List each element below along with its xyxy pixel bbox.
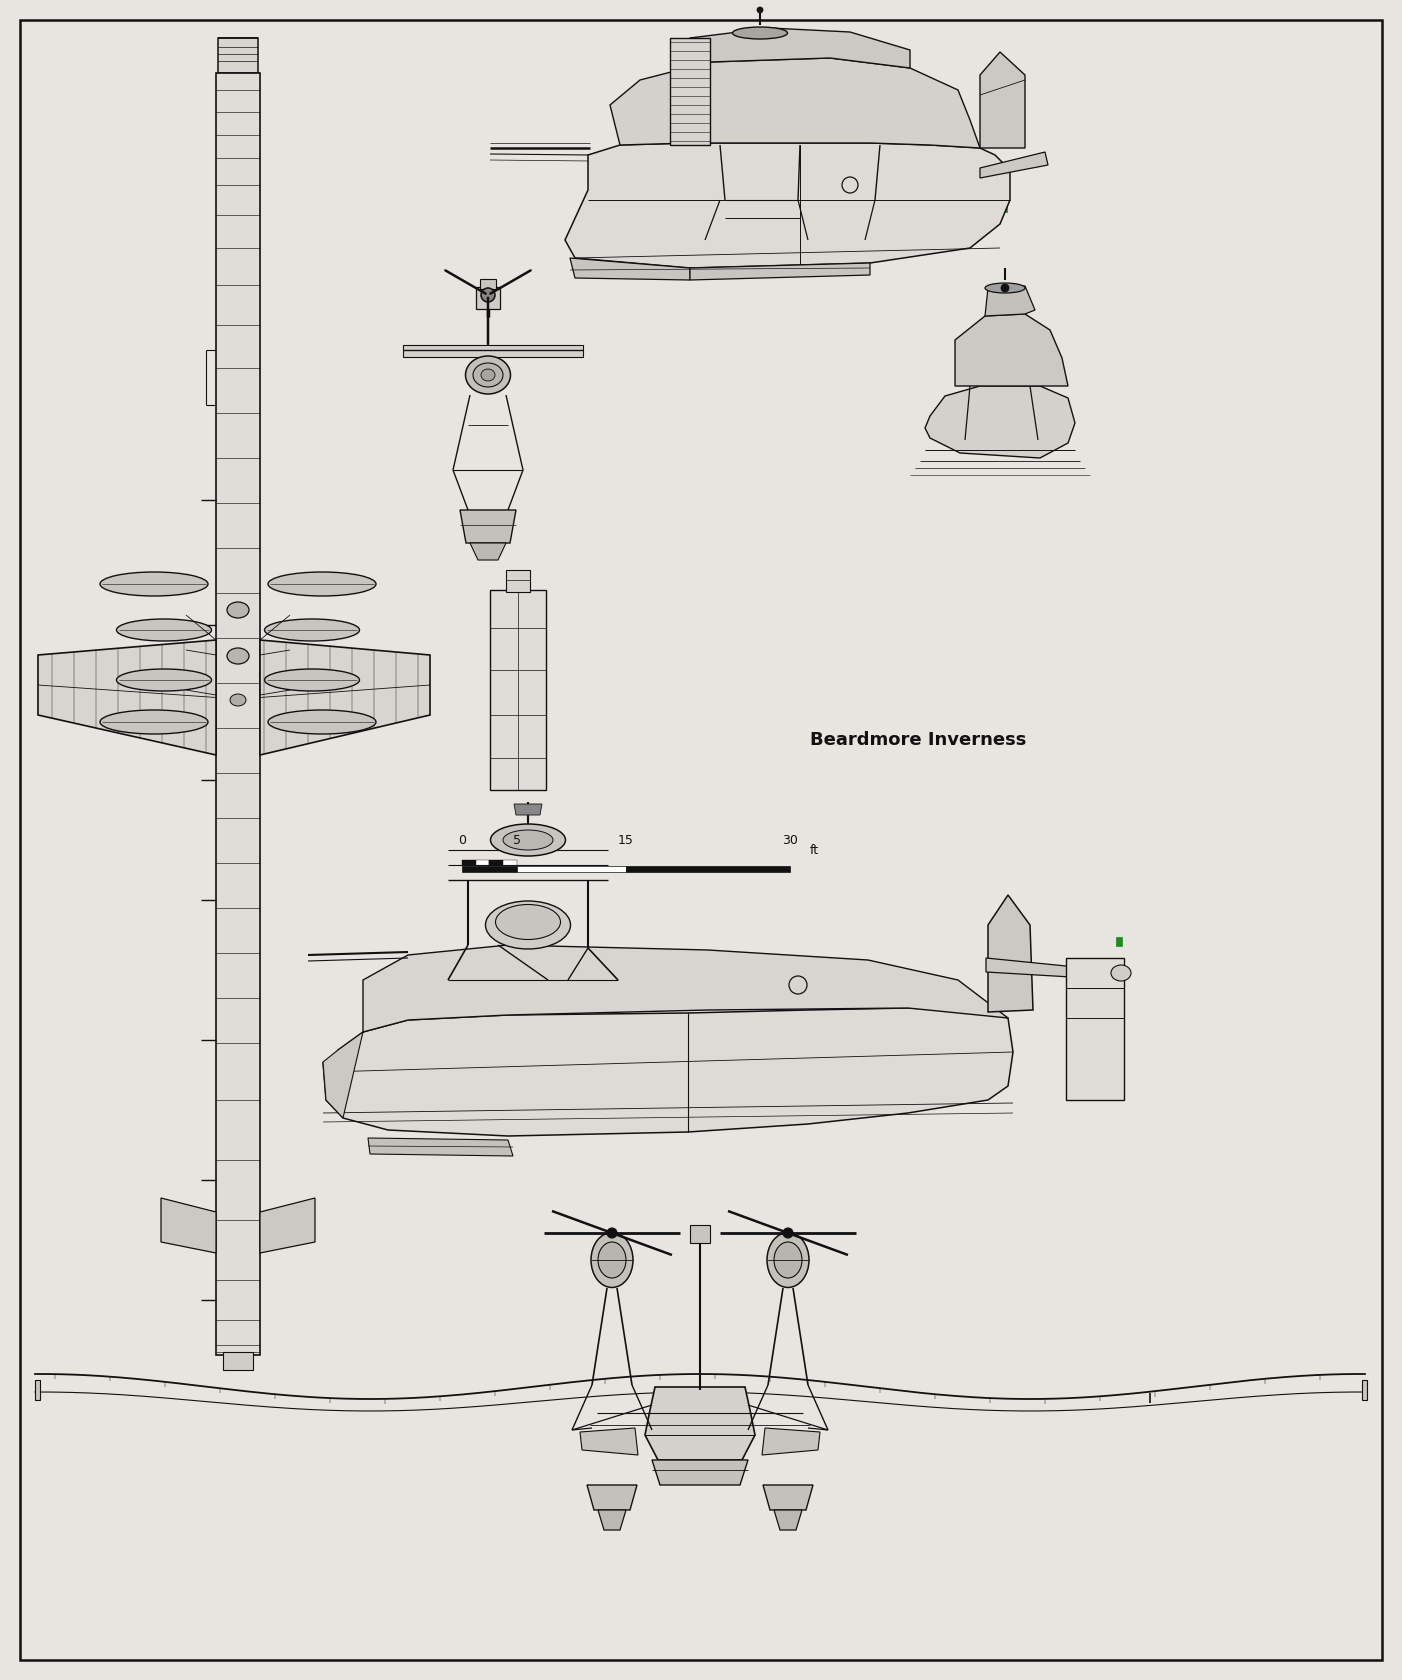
- Polygon shape: [774, 1510, 802, 1530]
- Ellipse shape: [767, 1233, 809, 1287]
- Text: Beardmore Inverness: Beardmore Inverness: [810, 731, 1026, 749]
- Ellipse shape: [472, 363, 503, 386]
- Polygon shape: [38, 640, 216, 754]
- Polygon shape: [580, 1428, 638, 1455]
- Ellipse shape: [465, 356, 510, 395]
- Polygon shape: [259, 1198, 315, 1253]
- Text: 0: 0: [458, 833, 465, 847]
- Polygon shape: [259, 640, 430, 754]
- Polygon shape: [565, 143, 1009, 269]
- Polygon shape: [322, 1032, 363, 1117]
- Polygon shape: [690, 29, 910, 67]
- Text: 15: 15: [618, 833, 634, 847]
- Bar: [489, 860, 503, 865]
- Text: 5: 5: [513, 833, 520, 847]
- Ellipse shape: [100, 711, 207, 734]
- Polygon shape: [460, 511, 516, 543]
- Bar: [1361, 1379, 1367, 1399]
- Ellipse shape: [265, 669, 359, 690]
- Bar: [223, 1352, 252, 1369]
- Bar: [506, 570, 530, 591]
- Text: ft: ft: [810, 843, 819, 857]
- Ellipse shape: [774, 1242, 802, 1278]
- Polygon shape: [645, 1388, 756, 1460]
- Polygon shape: [587, 1485, 637, 1510]
- Polygon shape: [980, 52, 1025, 148]
- Ellipse shape: [1110, 964, 1131, 981]
- Bar: [503, 860, 517, 865]
- Polygon shape: [599, 1510, 627, 1530]
- Polygon shape: [610, 59, 980, 148]
- Polygon shape: [367, 1137, 513, 1156]
- Ellipse shape: [268, 571, 376, 596]
- Polygon shape: [763, 1485, 813, 1510]
- Ellipse shape: [503, 830, 552, 850]
- Ellipse shape: [607, 1228, 617, 1238]
- Polygon shape: [571, 259, 690, 281]
- Ellipse shape: [485, 900, 571, 949]
- Bar: [216, 72, 259, 1356]
- Polygon shape: [322, 1008, 1014, 1136]
- Ellipse shape: [116, 669, 212, 690]
- Ellipse shape: [599, 1242, 627, 1278]
- Ellipse shape: [265, 618, 359, 642]
- Bar: [670, 39, 709, 144]
- Bar: [475, 860, 489, 865]
- Polygon shape: [986, 286, 1035, 316]
- Polygon shape: [690, 264, 871, 281]
- Polygon shape: [988, 895, 1033, 1011]
- Ellipse shape: [116, 618, 212, 642]
- Bar: [1066, 958, 1124, 1100]
- Polygon shape: [763, 1428, 820, 1455]
- Bar: [479, 279, 496, 289]
- Ellipse shape: [592, 1233, 632, 1287]
- Ellipse shape: [491, 823, 565, 857]
- Polygon shape: [986, 958, 1088, 978]
- Polygon shape: [652, 1460, 749, 1485]
- Bar: [463, 865, 517, 872]
- Polygon shape: [363, 944, 1008, 1032]
- Bar: [491, 590, 545, 790]
- Polygon shape: [515, 805, 543, 815]
- Ellipse shape: [757, 7, 763, 13]
- Bar: [463, 860, 475, 865]
- Polygon shape: [925, 386, 1075, 459]
- Polygon shape: [980, 151, 1049, 178]
- Ellipse shape: [481, 370, 495, 381]
- Polygon shape: [161, 1198, 216, 1253]
- Bar: [217, 39, 258, 72]
- Bar: [690, 1225, 709, 1243]
- Bar: [627, 865, 789, 872]
- Ellipse shape: [732, 27, 788, 39]
- Text: 30: 30: [782, 833, 798, 847]
- Polygon shape: [470, 543, 506, 559]
- Bar: [517, 865, 627, 872]
- Bar: [1000, 202, 1007, 212]
- Ellipse shape: [986, 282, 1025, 292]
- Ellipse shape: [230, 694, 245, 706]
- Bar: [1116, 937, 1122, 946]
- Ellipse shape: [227, 648, 250, 664]
- Ellipse shape: [1001, 284, 1009, 292]
- Bar: [477, 287, 501, 309]
- Ellipse shape: [495, 904, 561, 939]
- Ellipse shape: [227, 601, 250, 618]
- Ellipse shape: [100, 571, 207, 596]
- Ellipse shape: [268, 711, 376, 734]
- Ellipse shape: [782, 1228, 794, 1238]
- Ellipse shape: [481, 287, 495, 302]
- Polygon shape: [955, 314, 1068, 386]
- Polygon shape: [402, 344, 583, 356]
- Bar: [35, 1379, 41, 1399]
